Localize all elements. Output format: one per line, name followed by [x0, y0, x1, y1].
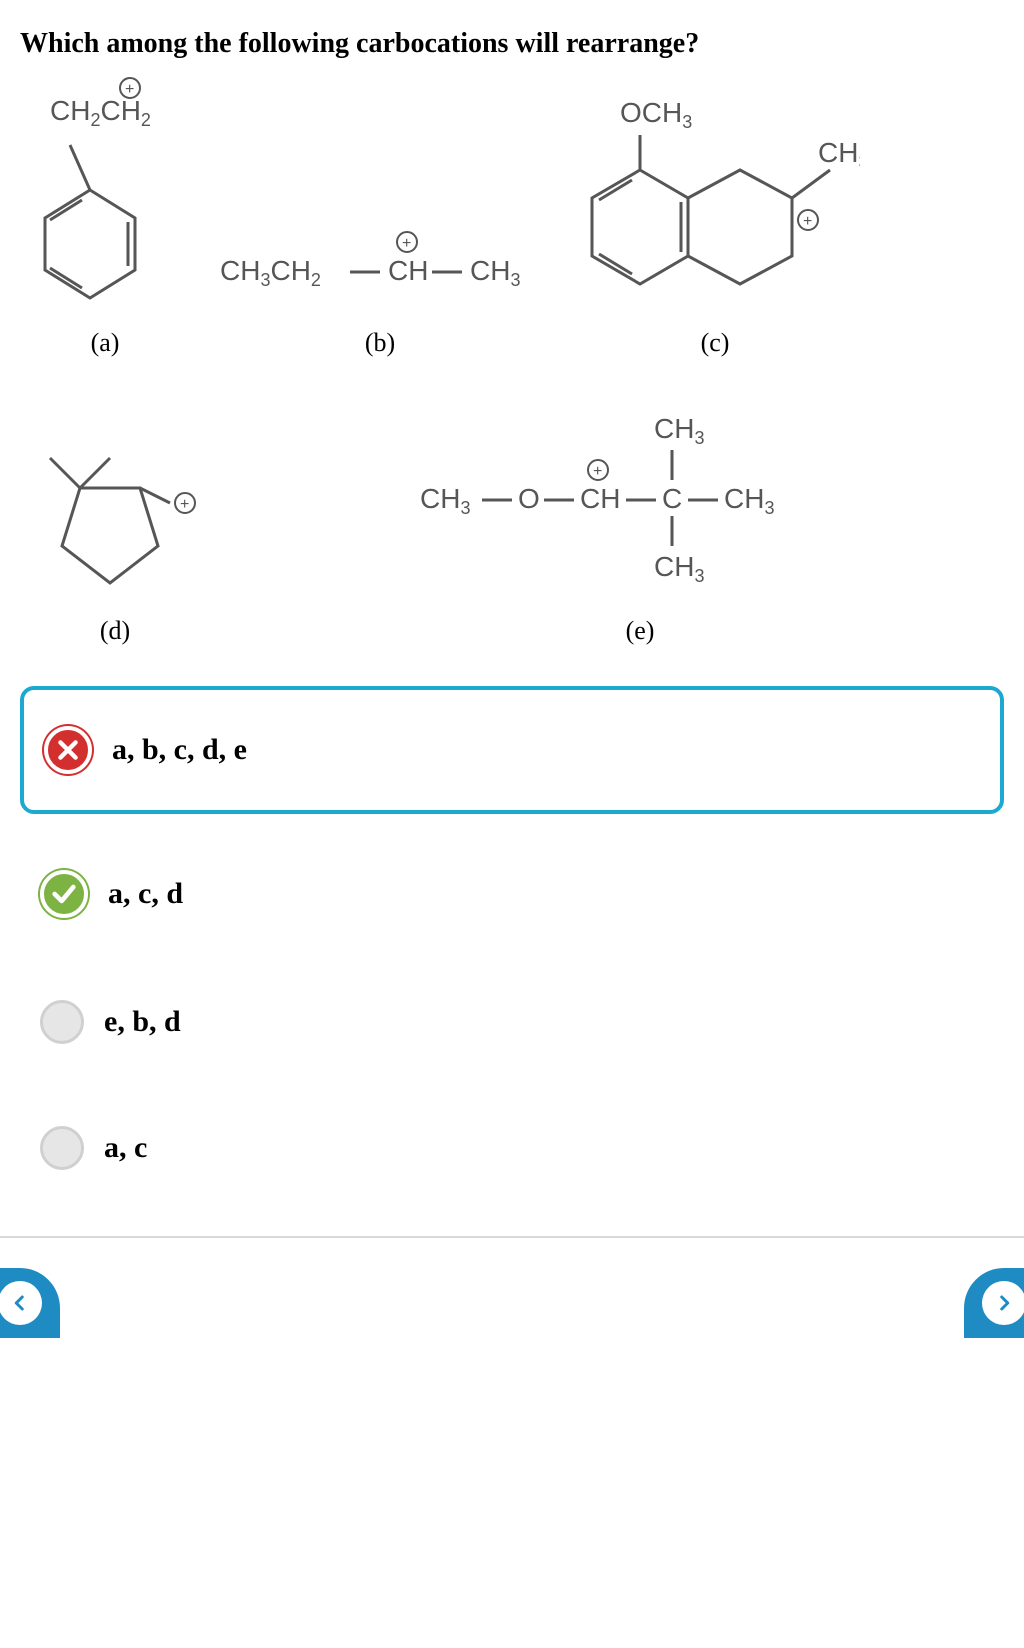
svg-text:O: O [518, 483, 540, 514]
radio-icon [40, 1126, 84, 1170]
wrong-icon [44, 726, 92, 774]
structure-e-svg: CH3 O CH + C CH3 CH3 CH3 [410, 388, 870, 608]
structure-d-svg: + [20, 428, 210, 608]
prev-button[interactable] [0, 1268, 60, 1338]
svg-text:+: + [125, 81, 134, 98]
chevron-left-icon [0, 1281, 42, 1325]
svg-text:+: + [593, 463, 602, 480]
structure-c-svg: OCH3 CH3 + [570, 70, 860, 320]
structure-a: CH2CH2 + (a) [20, 70, 190, 358]
svg-text:CH3: CH3 [724, 483, 774, 518]
svg-text:CH: CH [580, 483, 620, 514]
svg-text:CH3: CH3 [654, 413, 704, 448]
answer-text-1: a, b, c, d, e [112, 733, 247, 767]
answer-option-1[interactable]: a, b, c, d, e [20, 686, 1004, 814]
structure-a-svg: CH2CH2 + [20, 70, 190, 320]
svg-text:+: + [803, 213, 812, 230]
structure-d: + (d) [20, 428, 210, 646]
svg-text:CH3CH2: CH3CH2 [220, 255, 321, 290]
structure-c-label: (c) [701, 328, 730, 358]
bottom-nav [0, 1238, 1024, 1338]
answer-text-2: a, c, d [108, 877, 183, 911]
answer-text-4: a, c [104, 1131, 147, 1165]
svg-text:CH3: CH3 [470, 255, 520, 290]
radio-icon [40, 1000, 84, 1044]
answer-option-2[interactable]: a, c, d [20, 844, 1004, 944]
structure-b-svg: CH3CH2 CH + CH3 [210, 200, 550, 320]
structure-e-label: (e) [626, 616, 655, 646]
answer-option-4[interactable]: a, c [20, 1100, 1004, 1196]
structure-c: OCH3 CH3 + (c) [570, 70, 860, 358]
structure-e: CH3 O CH + C CH3 CH3 CH3 (e) [410, 388, 870, 646]
structure-b: CH3CH2 CH + CH3 (b) [210, 200, 550, 358]
answer-text-3: e, b, d [104, 1005, 181, 1039]
svg-text:C: C [662, 483, 682, 514]
svg-text:CH: CH [388, 255, 428, 286]
svg-text:+: + [180, 496, 189, 513]
chevron-right-icon [982, 1281, 1024, 1325]
structure-d-label: (d) [100, 616, 130, 646]
structure-b-label: (b) [365, 328, 395, 358]
svg-text:OCH3: OCH3 [620, 97, 692, 132]
question-text: Which among the following carbocations w… [20, 28, 1004, 60]
answer-option-3[interactable]: e, b, d [20, 974, 1004, 1070]
structures-row-1: CH2CH2 + (a) CH3CH2 CH + CH3 (b) [20, 70, 1004, 358]
structure-a-label: (a) [91, 328, 120, 358]
svg-text:CH3: CH3 [818, 137, 860, 172]
svg-text:CH3: CH3 [654, 551, 704, 586]
structure-a-ch2ch2: CH2CH2 [50, 95, 151, 130]
svg-text:CH3: CH3 [420, 483, 470, 518]
next-button[interactable] [964, 1268, 1024, 1338]
answer-list: a, b, c, d, e a, c, d e, b, d a, c [20, 686, 1004, 1196]
correct-icon [40, 870, 88, 918]
svg-text:+: + [402, 235, 411, 252]
structures-row-2: + (d) CH3 O CH + C CH3 CH3 [20, 388, 1004, 646]
